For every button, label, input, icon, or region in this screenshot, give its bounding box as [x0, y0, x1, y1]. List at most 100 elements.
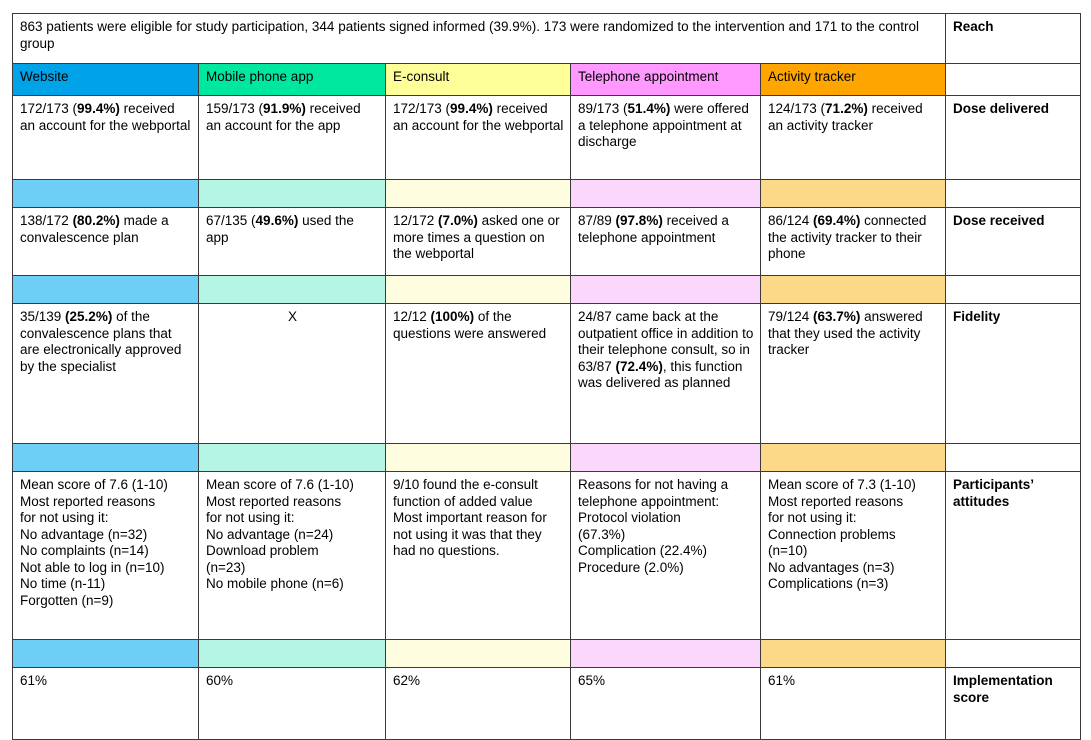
spacer-website: [12, 179, 199, 208]
row-label: Implementation score: [945, 667, 1081, 740]
cell-econsult: 62%: [385, 667, 571, 740]
cell-percentage: 51.4%): [627, 101, 671, 116]
spacer-website: [12, 443, 199, 472]
cell-percentage: 91.9%): [263, 101, 306, 116]
implementation-matrix-table: 863 patients were eligible for study par…: [12, 13, 1081, 740]
spacer-telephone: [570, 275, 761, 304]
cell-mobile_app: 67/135 (49.6%) used the app: [198, 207, 386, 276]
cell-line: Complications (n=3): [768, 576, 889, 591]
cell-mobile_app: X: [198, 303, 386, 444]
cell-line: No complaints (n=14): [20, 543, 149, 558]
column-header-activity_tracker: Activity tracker: [760, 63, 946, 96]
spacer-activity_tracker: [760, 179, 946, 208]
row-label: Dose received: [945, 207, 1081, 276]
cell-line: Reasons for not having a: [578, 477, 729, 492]
cell-percentage: 71.2%): [825, 101, 868, 116]
cell-line: (n=23): [206, 559, 246, 575]
cell-line: Connection problems: [768, 526, 896, 542]
spacer-dimension: [945, 443, 1081, 472]
spacer-mobile_app: [198, 443, 386, 472]
cell-line: telephone appointment:: [578, 493, 720, 509]
spacer-mobile_app: [198, 275, 386, 304]
column-header-econsult: E-consult: [385, 63, 571, 96]
cell-activity_tracker: 79/124 (63.7%) answered that they used t…: [760, 303, 946, 444]
spacer-econsult: [385, 179, 571, 208]
spacer-econsult: [385, 639, 571, 668]
cell-line: Not able to log in (n=10): [20, 559, 165, 575]
reach-row: 863 patients were eligible for study par…: [12, 13, 1081, 64]
data-row: 138/172 (80.2%) made a convalescence pla…: [12, 207, 1081, 276]
spacer-telephone: [570, 179, 761, 208]
spacer-telephone: [570, 639, 761, 668]
cell-line: Mean score of 7.3 (1-10): [768, 477, 916, 492]
cell-telephone: 89/173 (51.4%) were offered a telephone …: [570, 95, 761, 180]
data-row: Mean score of 7.6 (1-10) Most reported re…: [12, 471, 1081, 640]
cell-econsult: 12/172 (7.0%) asked one or more times a …: [385, 207, 571, 276]
cell-percentage: (63.7%): [813, 309, 861, 324]
cell-line: 9/10 found the e-consult function of add…: [393, 477, 547, 558]
row-label: Participants’ attitudes: [945, 471, 1081, 640]
spacer-activity_tracker: [760, 639, 946, 668]
cell-line: (n=10): [768, 543, 808, 558]
cell-percentage: (97.8%): [615, 213, 663, 228]
cell-activity_tracker: 86/124 (69.4%) connected the activity tr…: [760, 207, 946, 276]
spacer-website: [12, 275, 199, 304]
spacer-dimension: [945, 179, 1081, 208]
cell-line: Procedure (2.0%): [578, 559, 684, 575]
spacer-mobile_app: [198, 179, 386, 208]
cell-percentage: (25.2%): [65, 309, 113, 324]
cell-percentage: (100%): [430, 309, 475, 324]
cell-line: for not using it:: [768, 510, 857, 525]
spacer-dimension: [945, 639, 1081, 668]
cell-percentage: (80.2%): [72, 213, 120, 228]
column-header-row: Website Mobile phone app E-consult Telephon…: [12, 63, 1081, 96]
cell-website: 138/172 (80.2%) made a convalescence pla…: [12, 207, 199, 276]
cell-line: No advantage (n=32): [20, 526, 148, 542]
cell-percentage: 99.4%): [77, 101, 120, 116]
cell-line: Most reported reasons: [768, 493, 904, 509]
spacer-dimension: [945, 275, 1081, 304]
cell-telephone: 87/89 (97.8%) received a telephone appoi…: [570, 207, 761, 276]
cell-line: No mobile phone (n=6): [206, 576, 344, 591]
cell-line: No advantage (n=24): [206, 526, 334, 542]
cell-website: 61%: [12, 667, 199, 740]
cell-line: (67.3%): [578, 526, 626, 542]
cell-percentage: (72.4%): [615, 358, 663, 374]
cell-website: 35/139 (25.2%) of the convalescence plan…: [12, 303, 199, 444]
cell-line: No advantages (n=3): [768, 559, 895, 575]
cell-line: Forgotten (n=9): [20, 592, 114, 608]
cell-website: Mean score of 7.6 (1-10) Most reported re…: [12, 471, 199, 640]
cell-line: Most reported reasons: [206, 493, 342, 509]
data-row: 61% 60% 62% 65% 61% Implementation score: [12, 667, 1081, 740]
cell-activity_tracker: 61%: [760, 667, 946, 740]
cell-percentage: 49.6%): [255, 213, 299, 228]
column-header-telephone: Telephone appointment: [570, 63, 761, 96]
reach-label: Reach: [945, 13, 1081, 64]
spacer-econsult: [385, 443, 571, 472]
reach-text: 863 patients were eligible for study par…: [12, 13, 946, 64]
spacer-econsult: [385, 275, 571, 304]
cell-line: Mean score of 7.6 (1-10): [20, 477, 168, 492]
spacer-activity_tracker: [760, 443, 946, 472]
spacer-website: [12, 639, 199, 668]
cell-percentage: (7.0%): [438, 213, 478, 228]
cell-line: No time (n-11): [20, 576, 106, 591]
column-header-website: Website: [12, 63, 199, 96]
cell-activity_tracker: Mean score of 7.3 (1-10) Most reported re…: [760, 471, 946, 640]
spacer-row: [12, 639, 1081, 668]
data-row: 35/139 (25.2%) of the convalescence plan…: [12, 303, 1081, 444]
spacer-mobile_app: [198, 639, 386, 668]
cell-line: Protocol violation: [578, 510, 681, 525]
spacer-row: [12, 443, 1081, 472]
cell-line: for not using it:: [206, 510, 295, 525]
cell-website: 172/173 (99.4%) received an account for …: [12, 95, 199, 180]
cell-telephone: 65%: [570, 667, 761, 740]
cell-activity_tracker: 124/173 (71.2%) received an activity tra…: [760, 95, 946, 180]
cell-percentage: (69.4%): [813, 213, 861, 228]
cell-telephone: Reasons for not having a telephone appoin…: [570, 471, 761, 640]
table-container: 863 patients were eligible for study par…: [12, 13, 1081, 740]
cell-econsult: 12/12 (100%) of the questions were answe…: [385, 303, 571, 444]
row-label: Fidelity: [945, 303, 1081, 444]
cell-econsult: 9/10 found the e-consult function of add…: [385, 471, 571, 640]
spacer-row: [12, 179, 1081, 208]
